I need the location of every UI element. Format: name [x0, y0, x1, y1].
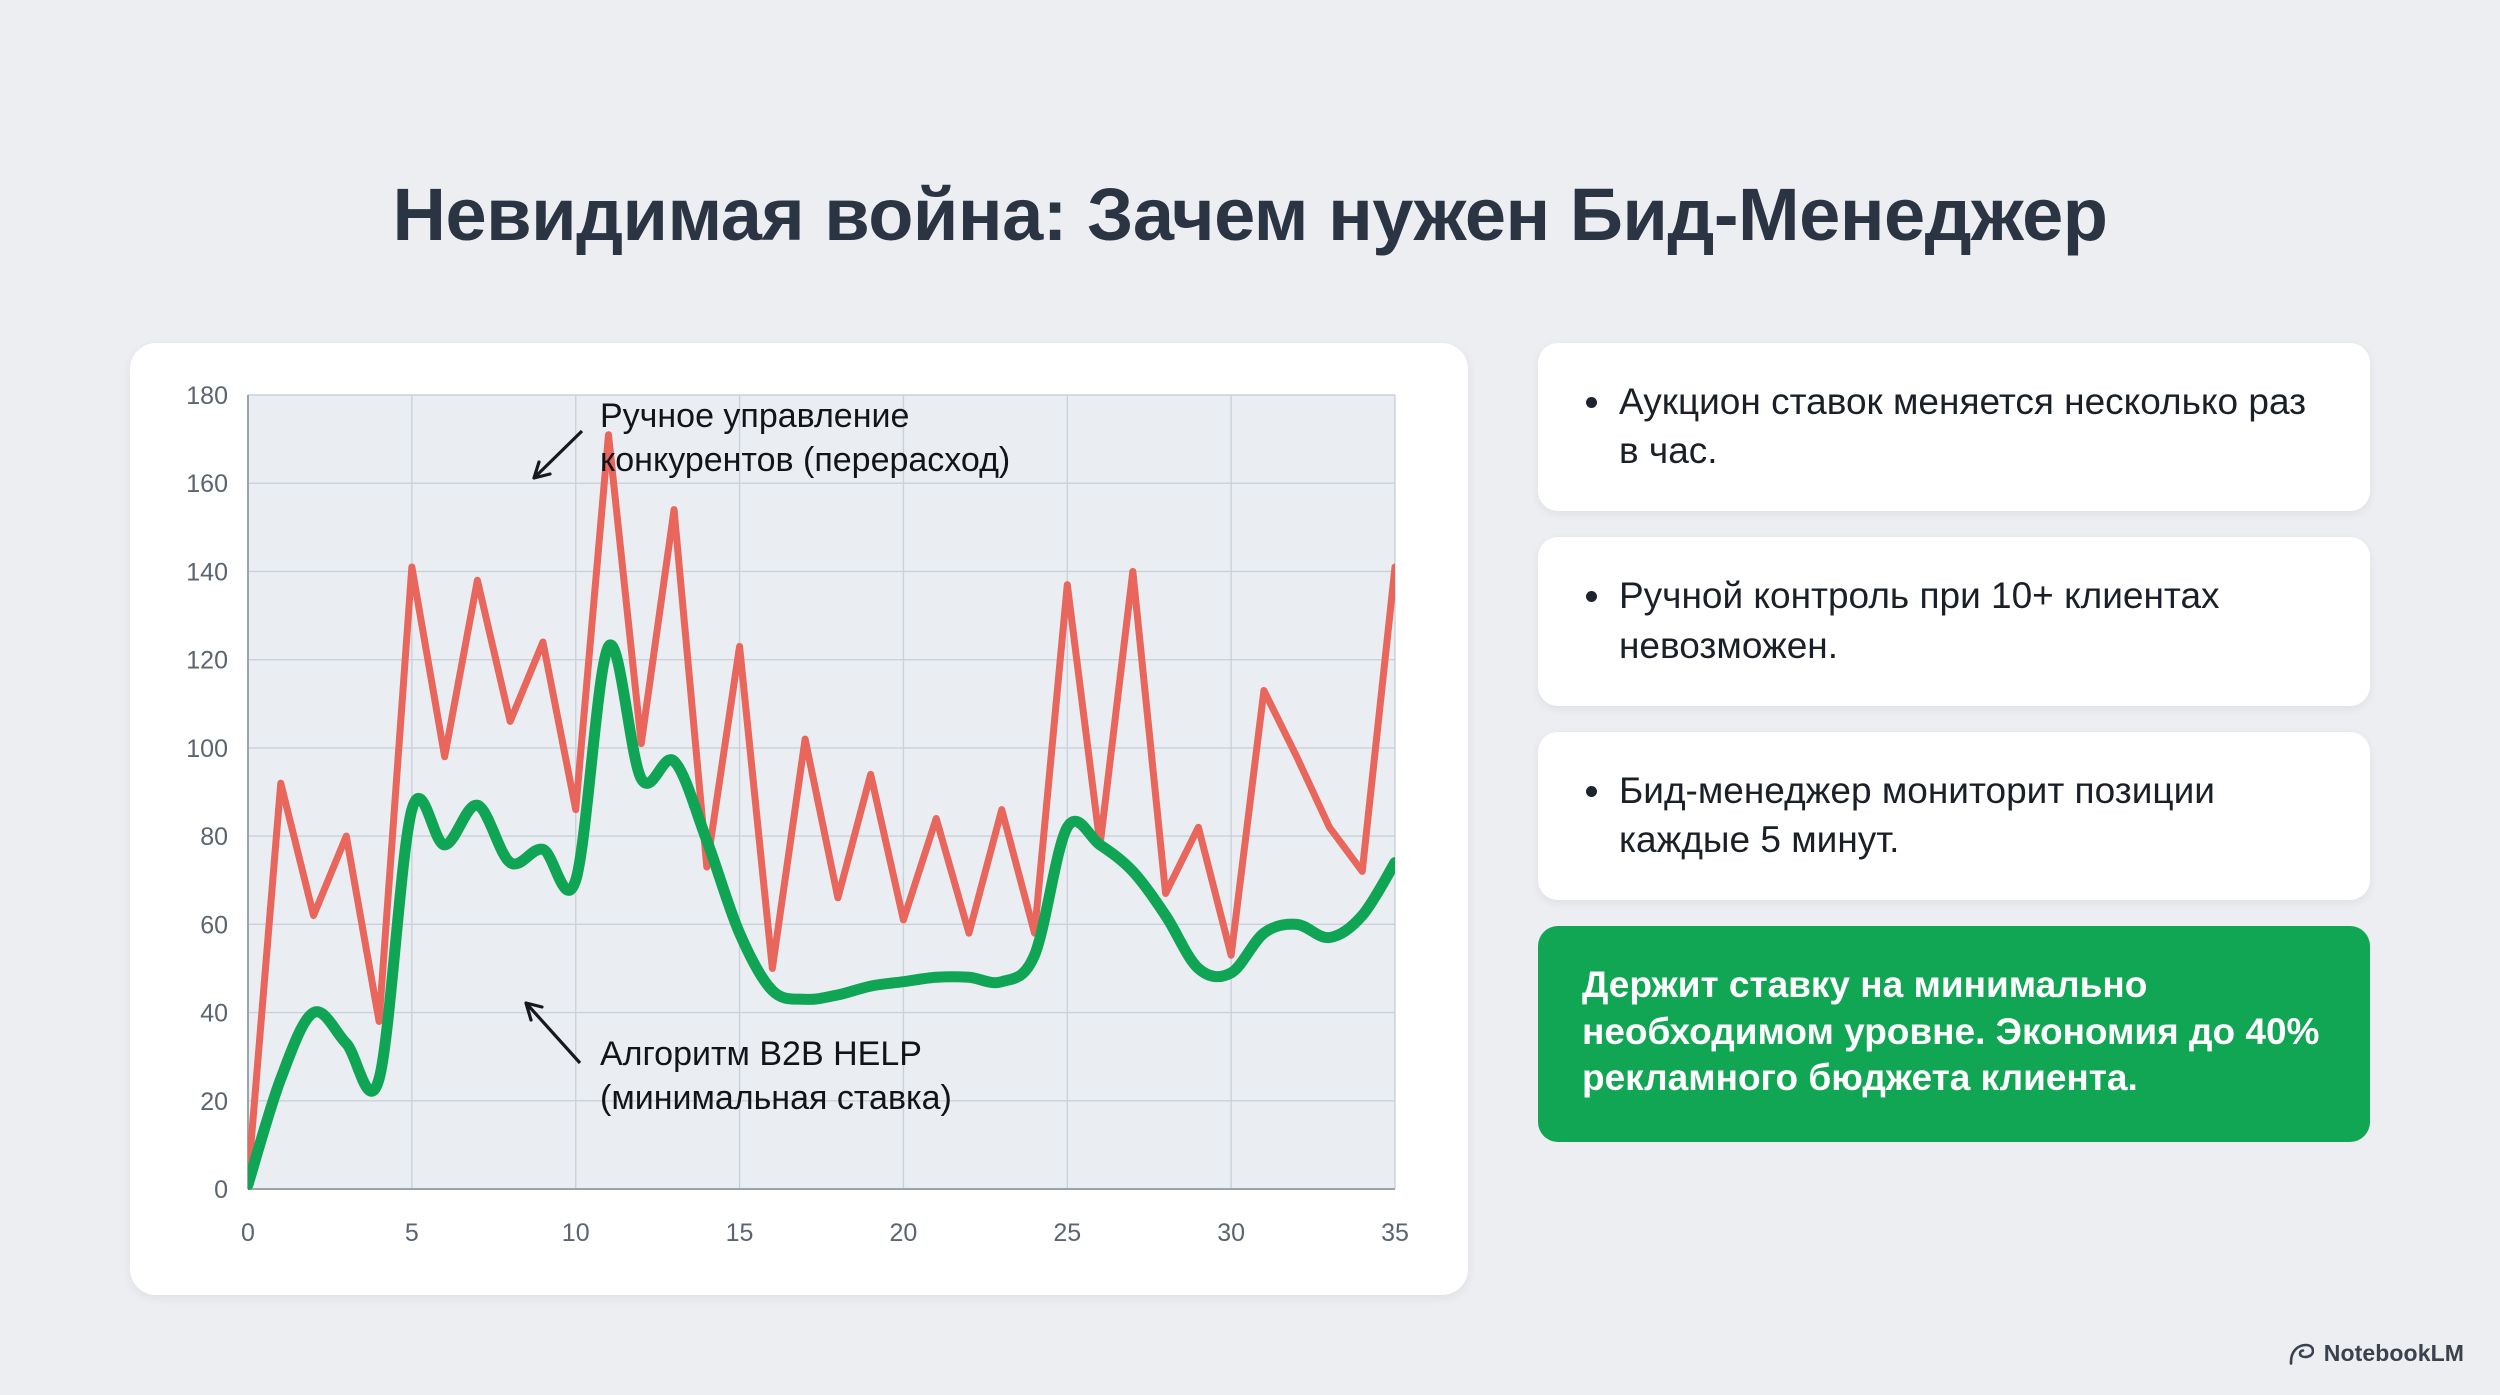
y-axis-tick-label: 80	[200, 823, 228, 851]
algorithm-annotation-line2: (минимальная ставка)	[600, 1079, 952, 1117]
notebooklm-spiral-icon	[2289, 1343, 2314, 1365]
fact-card-3: Бид-менеджер мониторит позиции каждые 5 …	[1538, 731, 2370, 901]
x-axis-tick-label: 15	[726, 1219, 754, 1247]
algorithm-annotation-arrow-line	[524, 1001, 582, 1065]
manual-annotation-arrow-line	[532, 429, 584, 480]
x-axis-tick-label: 25	[1053, 1219, 1081, 1247]
plot-area	[248, 395, 1395, 1189]
fact-text-1: Аукцион ставок меняется несколько раз в …	[1619, 381, 2307, 472]
x-axis-tick-label: 35	[1381, 1219, 1409, 1247]
bullet-point-icon	[1586, 785, 1597, 797]
facts-column: Аукцион ставок меняется несколько раз в …	[1538, 343, 2370, 1143]
manual-annotation-line2: конкурентов (перерасход)	[600, 441, 1010, 479]
fact-text-3: Бид-менеджер мониторит позиции каждые 5 …	[1619, 769, 2215, 861]
algorithm-annotation-line1: Алгоритм B2B HELP	[600, 1035, 922, 1073]
bullet-point-icon	[1586, 591, 1597, 603]
bid-comparison-line-chart: 0 20 40 60 80 100 120 140 160 180 0 5 10 15 20 25 30 35 Ру…	[186, 382, 1409, 1247]
y-axis-tick-label: 160	[186, 470, 228, 498]
x-axis-tick-label: 10	[562, 1219, 590, 1247]
y-axis-tick-label: 140	[186, 558, 228, 586]
y-axis-tick-label: 60	[200, 911, 228, 939]
y-axis-tick-label: 20	[200, 1088, 228, 1116]
highlight-text: Держит ставку на минимально необходимом …	[1582, 964, 2320, 1099]
series-line-algorithm	[248, 639, 1395, 1191]
x-axis-tick-label: 0	[241, 1219, 255, 1247]
y-axis-tick-label: 100	[186, 735, 228, 763]
fact-card-1: Аукцион ставок меняется несколько раз в …	[1538, 343, 2370, 512]
highlight-card: Держит ставку на минимально необходимом …	[1538, 926, 2370, 1143]
algorithm-annotation-arrow-head	[524, 1001, 544, 1022]
fact-card-2: Ручной контроль при 10+ клиентах невозмо…	[1538, 537, 2370, 706]
manual-annotation-line1: Ручное управление	[600, 397, 909, 435]
x-axis-tick-label: 5	[405, 1219, 419, 1247]
x-axis-tick-label: 30	[1217, 1219, 1245, 1247]
notebooklm-watermark: NotebookLM	[2288, 1340, 2464, 1367]
series-line-manual	[248, 431, 1395, 1184]
y-axis-tick-label: 40	[200, 1000, 228, 1028]
x-axis-tick-label: 20	[890, 1219, 918, 1247]
page-title: Невидимая война: Зачем нужен Бид-Менедже…	[392, 172, 2109, 256]
y-axis-tick-label: 180	[186, 382, 228, 410]
manual-annotation-arrow-head	[532, 460, 552, 480]
y-axis-tick-label: 0	[214, 1176, 228, 1204]
watermark-label: NotebookLM	[2323, 1340, 2464, 1366]
fact-text-2: Ручной контроль при 10+ клиентах невозмо…	[1619, 575, 2220, 666]
chart-card: 0 20 40 60 80 100 120 140 160 180 0 5 10 15 20 25 30 35 Ру…	[130, 343, 1468, 1295]
y-axis-tick-label: 120	[186, 647, 228, 675]
bullet-point-icon	[1586, 397, 1597, 408]
